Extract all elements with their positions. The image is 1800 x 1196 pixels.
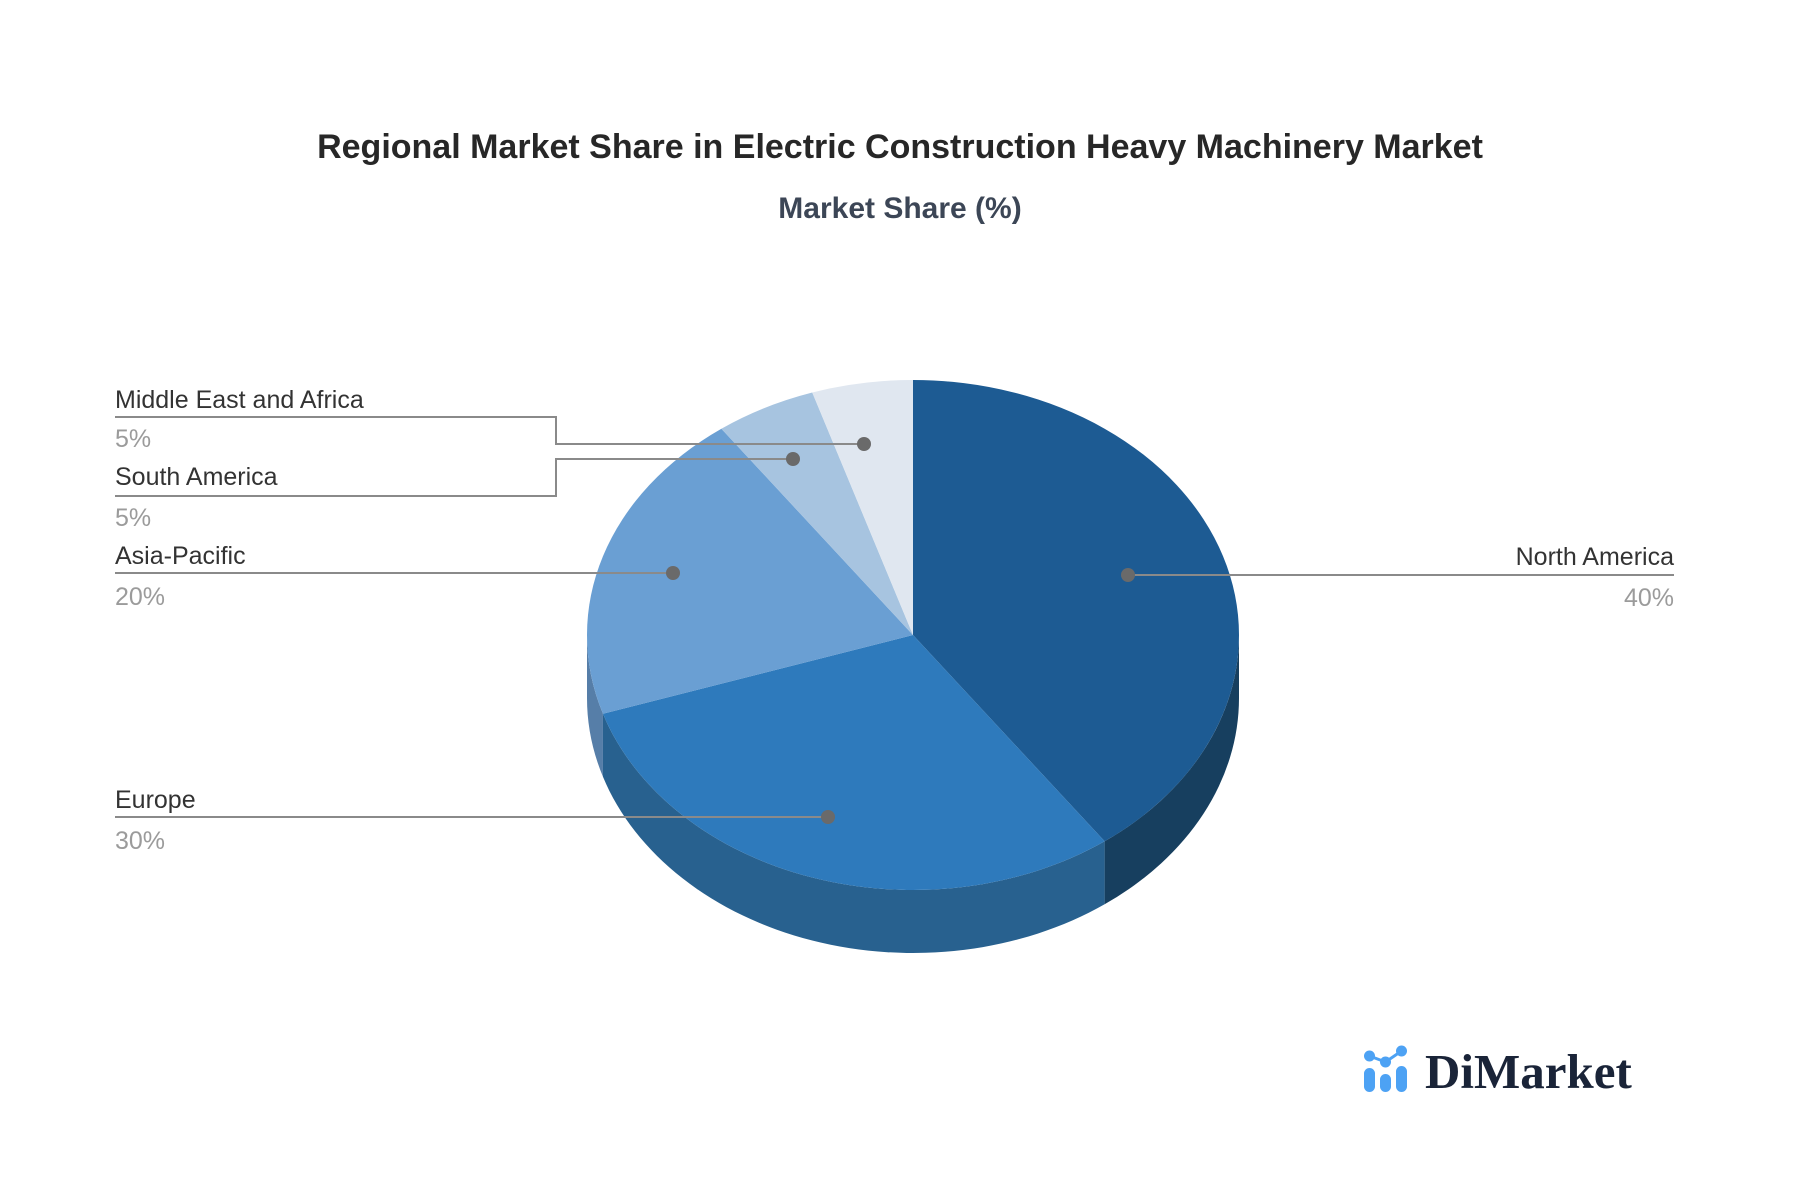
slice-label-asia-pacific: Asia-Pacific — [115, 542, 246, 570]
callout-dot-north-america — [1121, 568, 1135, 582]
chart-subtitle: Market Share (%) — [778, 192, 1022, 225]
slice-label-europe: Europe — [115, 786, 196, 814]
pie-slice-south-america[interactable] — [721, 392, 913, 635]
pie-slice-north-america[interactable] — [913, 380, 1240, 842]
dimarket-logo-text: DiMarket — [1425, 1043, 1632, 1099]
slice-value-middle-east-and-africa: 5% — [115, 425, 152, 453]
callout-dot-middle-east-and-africa — [857, 437, 871, 451]
pie-slice-side-north-america — [1104, 635, 1239, 905]
callout-line-middle-east-and-africa — [115, 416, 864, 445]
slice-label-middle-east-and-africa: Middle East and Africa — [115, 386, 364, 414]
slice-value-north-america: 40% — [1623, 584, 1674, 612]
slice-value-europe: 30% — [115, 827, 166, 855]
pie-slice-side-asia-pacific — [587, 635, 603, 777]
bar-chart-logo-icon — [1364, 1045, 1407, 1092]
chart-title: Regional Market Share in Electric Constr… — [317, 128, 1483, 166]
callout-dot-asia-pacific — [666, 566, 680, 580]
callout-dot-south-america — [786, 452, 800, 466]
callout-line-south-america — [115, 458, 793, 497]
pie-slice-side-europe — [602, 713, 1105, 953]
slice-value-south-america: 5% — [115, 504, 152, 532]
pie-slice-europe[interactable] — [602, 635, 1105, 890]
dimarket-logo: DiMarket — [1362, 1040, 1632, 1099]
pie-slice-asia-pacific[interactable] — [587, 428, 913, 714]
slice-label-south-america: South America — [115, 463, 278, 491]
slice-value-asia-pacific: 20% — [115, 583, 166, 611]
slice-label-north-america: North America — [1515, 543, 1674, 571]
callout-dot-europe — [821, 810, 835, 824]
